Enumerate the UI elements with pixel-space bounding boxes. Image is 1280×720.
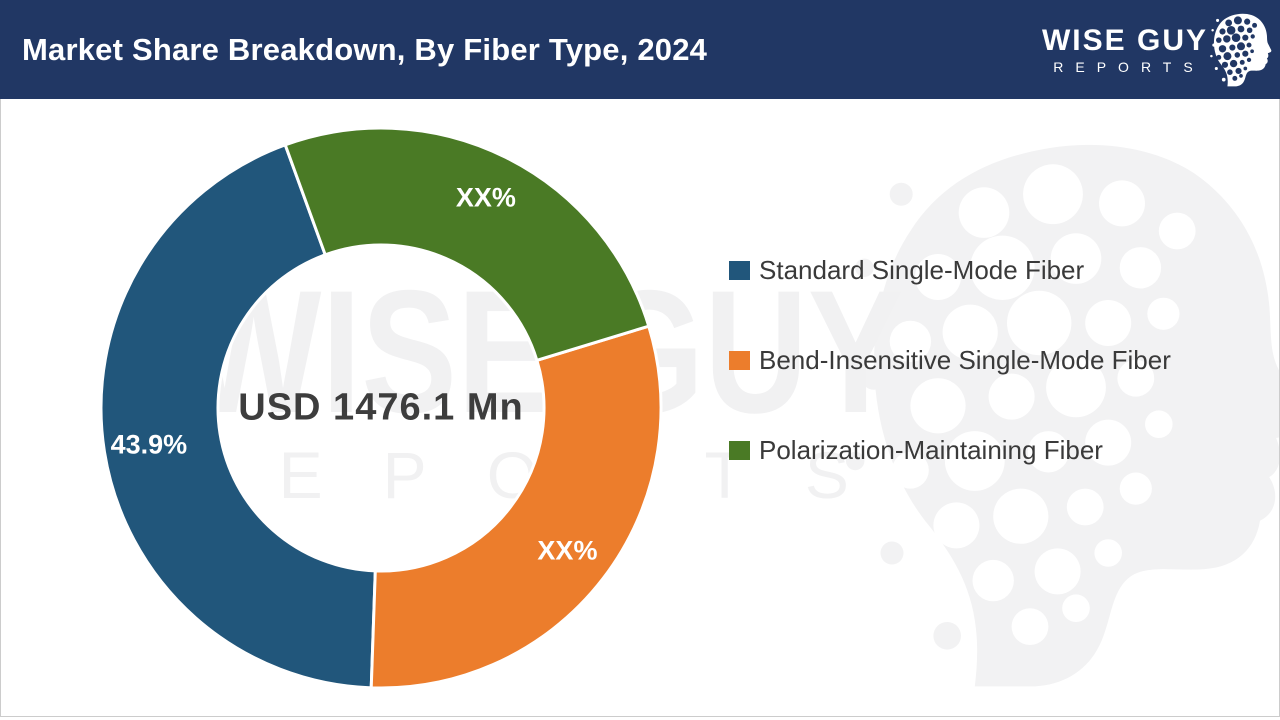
legend-swatch-polarization-maintaining-fiber xyxy=(729,440,750,460)
legend: Standard Single-Mode Fiber Bend-Insensiti… xyxy=(729,254,1171,524)
slice-value-label-bend-insensitive-single-mode-fiber: XX% xyxy=(537,535,598,566)
donut-chart xyxy=(99,126,663,690)
brand-logo-text: WISE GUY REPORTS xyxy=(1041,23,1208,75)
donut-segment-bend-insensitive-single-mode-fiber[interactable] xyxy=(369,324,663,690)
brand-face-icon xyxy=(1210,13,1272,86)
legend-item-bend-insensitive-single-mode-fiber[interactable]: Bend-Insensitive Single-Mode Fiber xyxy=(729,344,1171,376)
page-title: Market Share Breakdown, By Fiber Type, 2… xyxy=(22,31,708,67)
brand-name: WISE GUY xyxy=(1041,23,1208,57)
slice-value-label-polarization-maintaining-fiber: XX% xyxy=(455,182,516,213)
brand-logo: WISE GUY REPORTS xyxy=(1042,13,1272,87)
legend-swatch-standard-single-mode-fiber xyxy=(729,260,750,280)
legend-item-polarization-maintaining-fiber[interactable]: Polarization-Maintaining Fiber xyxy=(729,434,1171,466)
legend-item-standard-single-mode-fiber[interactable]: Standard Single-Mode Fiber xyxy=(729,254,1171,286)
header: Market Share Breakdown, By Fiber Type, 2… xyxy=(0,0,1280,99)
legend-swatch-bend-insensitive-single-mode-fiber xyxy=(729,350,750,370)
brand-subtitle: REPORTS xyxy=(1053,58,1205,75)
legend-label: Bend-Insensitive Single-Mode Fiber xyxy=(759,344,1171,375)
slice-value-label-standard-single-mode-fiber: 43.9% xyxy=(110,429,188,460)
chart-area: WISE GUY REPORTS USD 1476.1 Mn Standard … xyxy=(0,99,1280,717)
legend-label: Polarization-Maintaining Fiber xyxy=(759,434,1103,465)
legend-label: Standard Single-Mode Fiber xyxy=(759,254,1085,285)
donut-segment-polarization-maintaining-fiber[interactable] xyxy=(283,126,651,363)
donut-segment-standard-single-mode-fiber[interactable] xyxy=(99,142,377,690)
donut-center-value: USD 1476.1 Mn xyxy=(238,386,524,429)
